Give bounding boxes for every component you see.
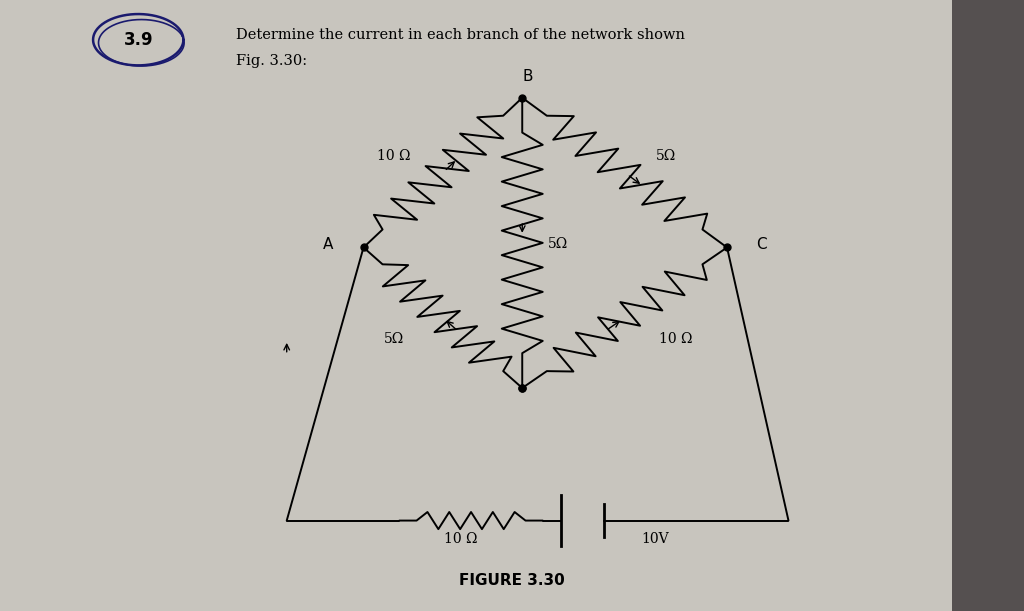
Text: C: C	[756, 237, 766, 252]
Text: FIGURE 3.30: FIGURE 3.30	[459, 573, 565, 588]
Text: 10 Ω: 10 Ω	[444, 532, 477, 546]
Text: Fig. 3.30:: Fig. 3.30:	[236, 54, 306, 68]
Text: A: A	[323, 237, 333, 252]
Text: 5Ω: 5Ω	[384, 332, 404, 346]
Text: 10 Ω: 10 Ω	[378, 149, 411, 163]
Text: Determine the current in each branch of the network shown: Determine the current in each branch of …	[236, 29, 684, 42]
Text: 3.9: 3.9	[124, 31, 153, 49]
Bar	[952, 0, 1024, 611]
Text: B: B	[522, 69, 532, 84]
Text: 10V: 10V	[642, 532, 669, 546]
Text: 5Ω: 5Ω	[548, 238, 568, 251]
Text: 10 Ω: 10 Ω	[659, 332, 692, 346]
Text: 5Ω: 5Ω	[655, 149, 676, 163]
